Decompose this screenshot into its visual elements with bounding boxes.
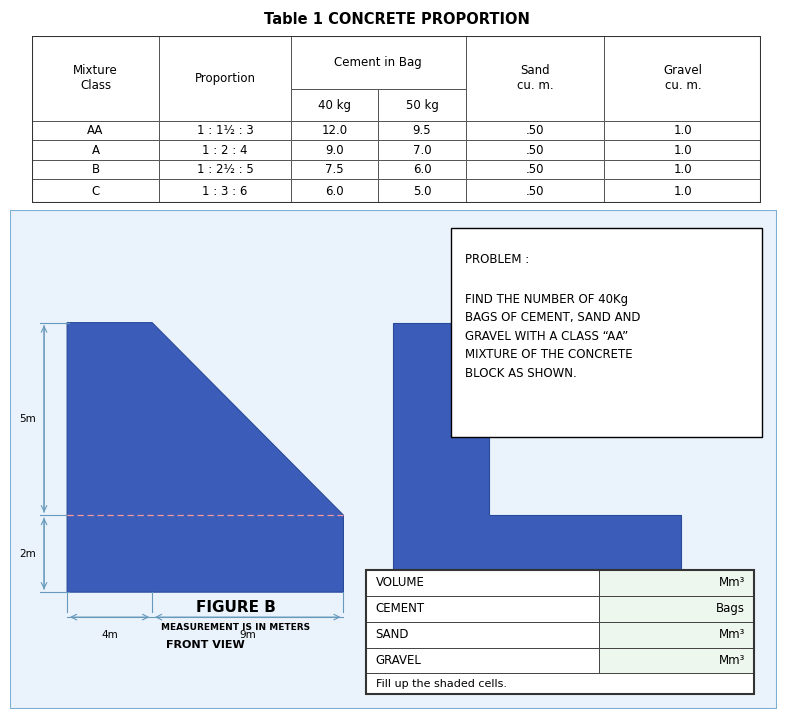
Bar	[378, 121, 465, 140]
Text: Bags: Bags	[716, 602, 745, 615]
Bar	[159, 121, 291, 140]
Bar	[291, 160, 378, 179]
Text: Mixture
Class: Mixture Class	[73, 64, 118, 93]
Bar	[32, 179, 159, 203]
Text: FIND THE NUMBER OF 40Kg
BAGS OF CEMENT, SAND AND
GRAVEL WITH A CLASS “AA”
MIXTUR: FIND THE NUMBER OF 40Kg BAGS OF CEMENT, …	[465, 292, 640, 380]
Text: 2m: 2m	[19, 548, 36, 559]
Bar	[599, 647, 754, 674]
Bar	[599, 622, 754, 647]
Bar	[604, 121, 761, 140]
Bar	[604, 160, 761, 179]
Text: 7.5: 7.5	[325, 163, 344, 176]
Bar	[366, 570, 754, 694]
Text: B: B	[91, 163, 100, 176]
Bar	[159, 179, 291, 203]
Text: 12.0: 12.0	[321, 124, 347, 137]
Text: RIGHT SIDE VIEW: RIGHT SIDE VIEW	[484, 640, 591, 650]
Text: 9.5: 9.5	[412, 124, 431, 137]
Text: 6.0: 6.0	[325, 185, 344, 198]
Text: 5m: 5m	[433, 630, 450, 640]
Text: FIGURE B: FIGURE B	[196, 600, 276, 615]
Text: MEASUREMENT IS IN METERS: MEASUREMENT IS IN METERS	[162, 622, 311, 632]
Text: AA: AA	[87, 124, 104, 137]
Bar	[378, 140, 465, 160]
Text: .50: .50	[526, 163, 544, 176]
Text: 9m: 9m	[239, 630, 256, 640]
Polygon shape	[393, 322, 681, 592]
Text: 1.0: 1.0	[673, 185, 692, 198]
Bar	[366, 570, 599, 595]
Bar	[291, 179, 378, 203]
Bar	[366, 622, 599, 647]
Text: A: A	[91, 143, 100, 157]
Text: 1.0: 1.0	[673, 143, 692, 157]
Bar	[291, 89, 378, 121]
Text: 40 kg: 40 kg	[318, 98, 351, 112]
Text: 5m: 5m	[19, 414, 36, 424]
Text: 1 : 1½ : 3: 1 : 1½ : 3	[197, 124, 254, 137]
Text: Mm³: Mm³	[718, 576, 745, 589]
Text: C: C	[91, 185, 100, 198]
Text: 5.0: 5.0	[413, 185, 431, 198]
Text: Mm³: Mm³	[718, 628, 745, 641]
Text: .50: .50	[526, 143, 544, 157]
Bar	[604, 140, 761, 160]
Bar	[366, 674, 754, 694]
Text: Cement in Bag: Cement in Bag	[335, 56, 422, 69]
Bar	[291, 36, 465, 89]
Text: .50: .50	[526, 185, 544, 198]
Bar	[378, 179, 465, 203]
Bar	[159, 36, 291, 121]
Bar	[32, 121, 159, 140]
Text: Proportion: Proportion	[194, 72, 255, 85]
Text: Mm³: Mm³	[718, 654, 745, 667]
Bar	[599, 595, 754, 622]
Text: SAND: SAND	[376, 628, 409, 641]
Text: 7.0: 7.0	[412, 143, 431, 157]
Bar	[378, 89, 465, 121]
Bar	[291, 140, 378, 160]
Text: Fill up the shaded cells.: Fill up the shaded cells.	[376, 679, 507, 689]
Text: GRAVEL: GRAVEL	[376, 654, 422, 667]
Bar	[378, 160, 465, 179]
Text: 1 : 2½ : 5: 1 : 2½ : 5	[197, 163, 254, 176]
Text: 50 kg: 50 kg	[405, 98, 439, 112]
Text: 9.0: 9.0	[325, 143, 344, 157]
Text: Table 1 CONCRETE PROPORTION: Table 1 CONCRETE PROPORTION	[263, 11, 530, 27]
Text: VOLUME: VOLUME	[376, 576, 424, 589]
Bar	[465, 121, 604, 140]
Polygon shape	[67, 322, 343, 592]
Bar	[599, 570, 754, 595]
Text: CEMENT: CEMENT	[376, 602, 425, 615]
Bar	[32, 140, 159, 160]
Bar	[465, 140, 604, 160]
Bar	[32, 36, 159, 121]
Text: 4m: 4m	[102, 630, 118, 640]
Text: FRONT VIEW: FRONT VIEW	[166, 640, 244, 650]
Bar	[366, 647, 599, 674]
Bar	[159, 160, 291, 179]
Text: 6.0: 6.0	[412, 163, 431, 176]
Bar	[451, 228, 762, 437]
Text: 1.0: 1.0	[673, 163, 692, 176]
Text: 1 : 2 : 4: 1 : 2 : 4	[202, 143, 247, 157]
Text: Sand
cu. m.: Sand cu. m.	[517, 64, 554, 93]
Bar	[465, 160, 604, 179]
Text: Gravel
cu. m.: Gravel cu. m.	[664, 64, 703, 93]
Text: .50: .50	[526, 124, 544, 137]
Text: 1 : 3 : 6: 1 : 3 : 6	[202, 185, 247, 198]
Text: 1.0: 1.0	[673, 124, 692, 137]
Bar	[159, 140, 291, 160]
Bar	[604, 179, 761, 203]
Text: 10m: 10m	[573, 630, 597, 640]
Bar	[366, 595, 599, 622]
Bar	[291, 121, 378, 140]
Text: PROBLEM :: PROBLEM :	[465, 253, 529, 266]
Bar	[604, 36, 761, 121]
Bar	[32, 160, 159, 179]
Bar	[465, 179, 604, 203]
Bar	[465, 36, 604, 121]
